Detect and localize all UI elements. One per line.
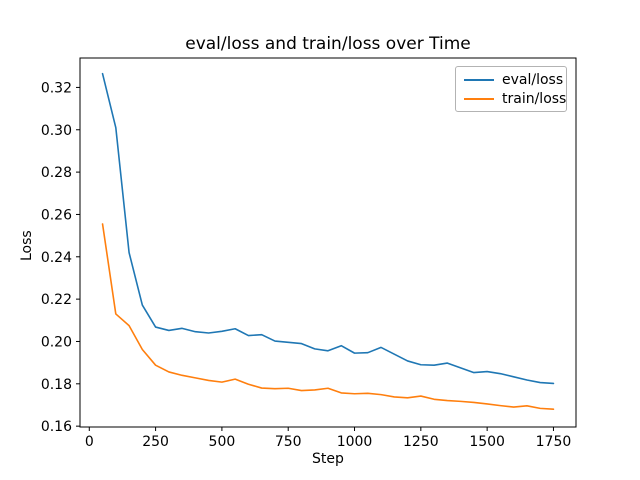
y-tick-label: 0.28 [41,165,72,181]
legend-line-sample-eval-loss [464,78,494,81]
y-tick-label: 0.24 [41,250,72,266]
y-tick-label: 0.16 [41,419,72,435]
x-tick-label: 250 [142,434,169,450]
x-axis-label: Step [312,451,344,467]
x-tick-label: 1750 [536,434,572,450]
chart-title: eval/loss and train/loss over Time [185,34,471,54]
x-tick-label: 1500 [469,434,505,450]
x-tick-label: 0 [85,434,94,450]
legend-item-eval-loss: eval/loss [464,70,563,89]
y-tick-label: 0.22 [41,292,72,308]
legend-item-train-loss: train/loss [464,89,566,108]
y-tick-label: 0.20 [41,334,72,350]
legend-line-sample-train-loss [464,97,494,100]
y-tick-label: 0.18 [41,377,72,393]
axes-spines [79,57,577,428]
legend-label-eval-loss: eval/loss [502,71,564,88]
line-train-loss [101,223,555,411]
x-tick-label: 750 [275,434,302,450]
legend: eval/loss train/loss [455,66,567,112]
legend-label-train-loss: train/loss [502,90,567,107]
x-tick-label: 500 [209,434,236,450]
y-tick-label: 0.32 [41,80,72,96]
y-axis-label: Loss [19,230,35,261]
y-tick-label: 0.30 [41,123,72,139]
y-tick-label: 0.26 [41,207,72,223]
line-eval-loss [101,72,555,385]
x-tick-label: 1250 [403,434,439,450]
x-tick-label: 1000 [337,434,373,450]
